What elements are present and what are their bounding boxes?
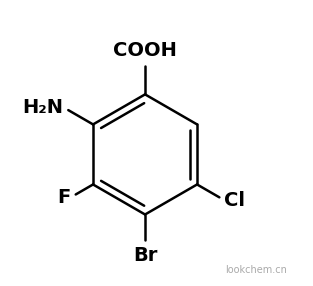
Text: Cl: Cl [224, 191, 245, 210]
Text: F: F [58, 188, 71, 207]
Text: Br: Br [133, 246, 157, 265]
Text: COOH: COOH [113, 41, 177, 60]
Text: H₂N: H₂N [22, 98, 63, 117]
Text: lookchem.cn: lookchem.cn [225, 265, 287, 275]
